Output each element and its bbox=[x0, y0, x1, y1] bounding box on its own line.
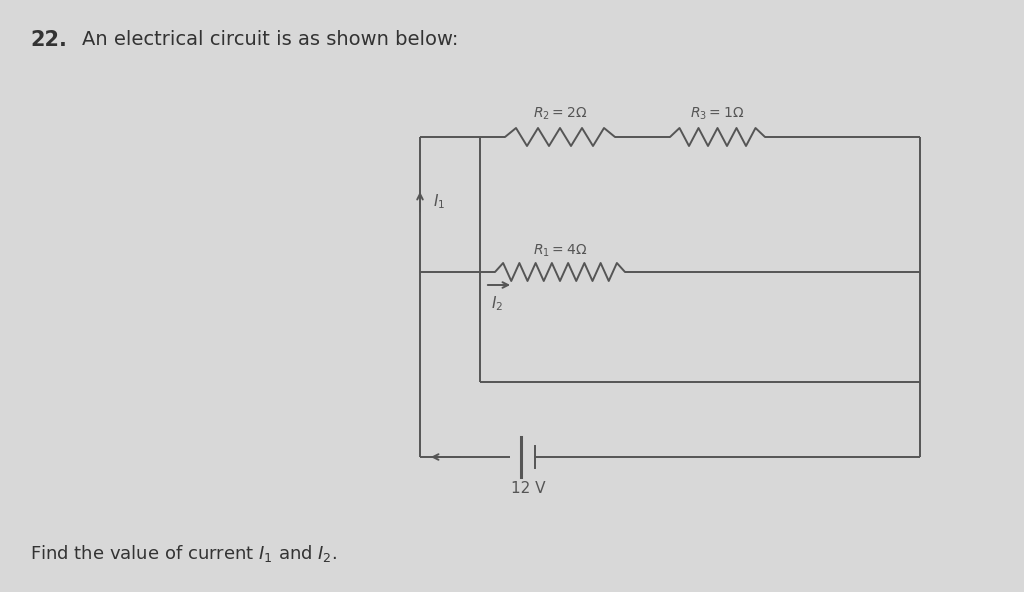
Text: Find the value of current $I_1$ and $I_2$.: Find the value of current $I_1$ and $I_2… bbox=[30, 543, 337, 564]
Text: $R_1=4\Omega$: $R_1=4\Omega$ bbox=[532, 243, 587, 259]
Text: 22.: 22. bbox=[30, 30, 67, 50]
Text: $R_3=1\Omega$: $R_3=1\Omega$ bbox=[690, 105, 744, 122]
Text: $R_2=2\Omega$: $R_2=2\Omega$ bbox=[532, 105, 587, 122]
Text: An electrical circuit is as shown below:: An electrical circuit is as shown below: bbox=[82, 30, 459, 49]
Text: $I_2$: $I_2$ bbox=[490, 295, 503, 313]
Text: 12 V: 12 V bbox=[511, 481, 545, 496]
Text: $I_1$: $I_1$ bbox=[433, 192, 445, 211]
